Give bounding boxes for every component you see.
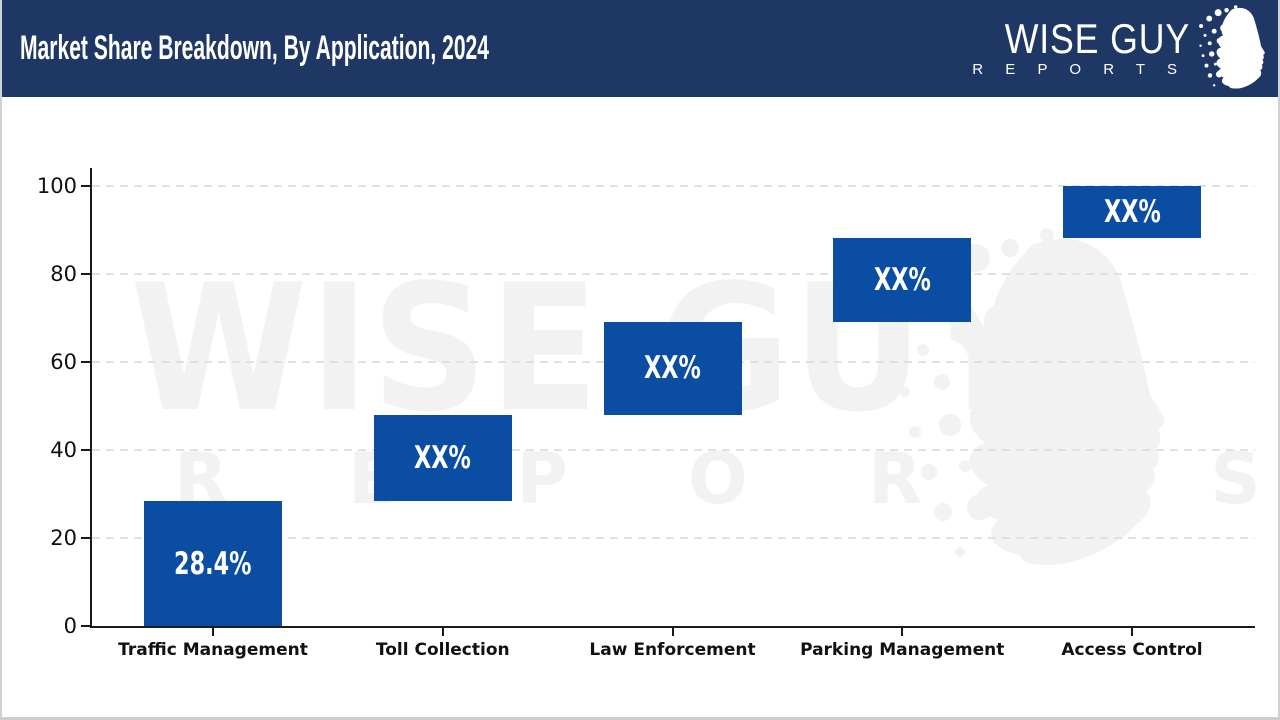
y-axis-label-0: 0: [63, 614, 77, 638]
y-axis-tick-100: [81, 185, 90, 187]
logo-wordmark: WISE GUY R E P O R T S: [972, 15, 1190, 79]
x-axis-tick-1: [212, 628, 214, 636]
y-axis-tick-0: [81, 625, 90, 627]
logo-primary-text: WISE GUY: [1004, 15, 1190, 62]
y-axis-label-100: 100: [36, 174, 77, 198]
bar-value-label: XX%: [1103, 193, 1161, 230]
bar-access-control: XX%: [1063, 186, 1201, 238]
y-axis-tick-40: [81, 449, 90, 451]
x-axis-label-1: Traffic Management: [118, 640, 308, 660]
y-axis-label-80: 80: [50, 262, 77, 286]
gridline-20: [92, 537, 1255, 539]
waterfall-chart: 0 20 40 60 80 100 28.4% Traffic Management XX% To…: [2, 97, 1278, 717]
y-axis-label-40: 40: [50, 438, 77, 462]
logo-secondary-text: R E P O R T S: [972, 61, 1186, 78]
x-axis-tick-3: [671, 628, 674, 636]
x-axis-label-4: Parking Management: [800, 640, 1005, 660]
bar-toll-collection: XX%: [373, 414, 512, 502]
report-header: Market Share Breakdown, By Application, …: [2, 0, 1278, 97]
bar-parking-management: XX%: [833, 237, 972, 322]
y-axis-line: [90, 168, 92, 628]
x-axis-tick-4: [901, 628, 904, 636]
gridline-40: [92, 449, 1255, 451]
page-title: Market Share Breakdown, By Application, …: [20, 29, 489, 67]
x-axis-label-3: Law Enforcement: [589, 640, 756, 660]
bar-law-enforcement: XX%: [603, 321, 742, 415]
y-axis-tick-80: [81, 273, 90, 275]
logo-face-icon: [1199, 4, 1265, 89]
x-axis-label-5: Access Control: [1061, 640, 1203, 660]
y-axis-label-60: 60: [50, 350, 77, 374]
x-axis-label-2: Toll Collection: [375, 640, 510, 660]
bar-value-label: XX%: [644, 350, 701, 387]
bar-value-label: XX%: [414, 439, 472, 476]
y-axis-label-20: 20: [50, 526, 77, 550]
bar-value-label: XX%: [873, 261, 931, 298]
y-axis-tick-20: [81, 537, 90, 539]
x-axis-tick-2: [441, 628, 444, 636]
wiseguy-logo: WISE GUY R E P O R T S: [972, 2, 1272, 96]
gridline-100: [92, 185, 1255, 187]
x-axis-tick-5: [1131, 628, 1133, 636]
x-axis-line: [90, 626, 1255, 628]
bar-traffic-management: 28.4%: [144, 501, 282, 626]
y-axis-tick-60: [81, 361, 90, 363]
gridline-80: [92, 273, 1255, 275]
bar-value-label: 28.4%: [174, 545, 252, 582]
